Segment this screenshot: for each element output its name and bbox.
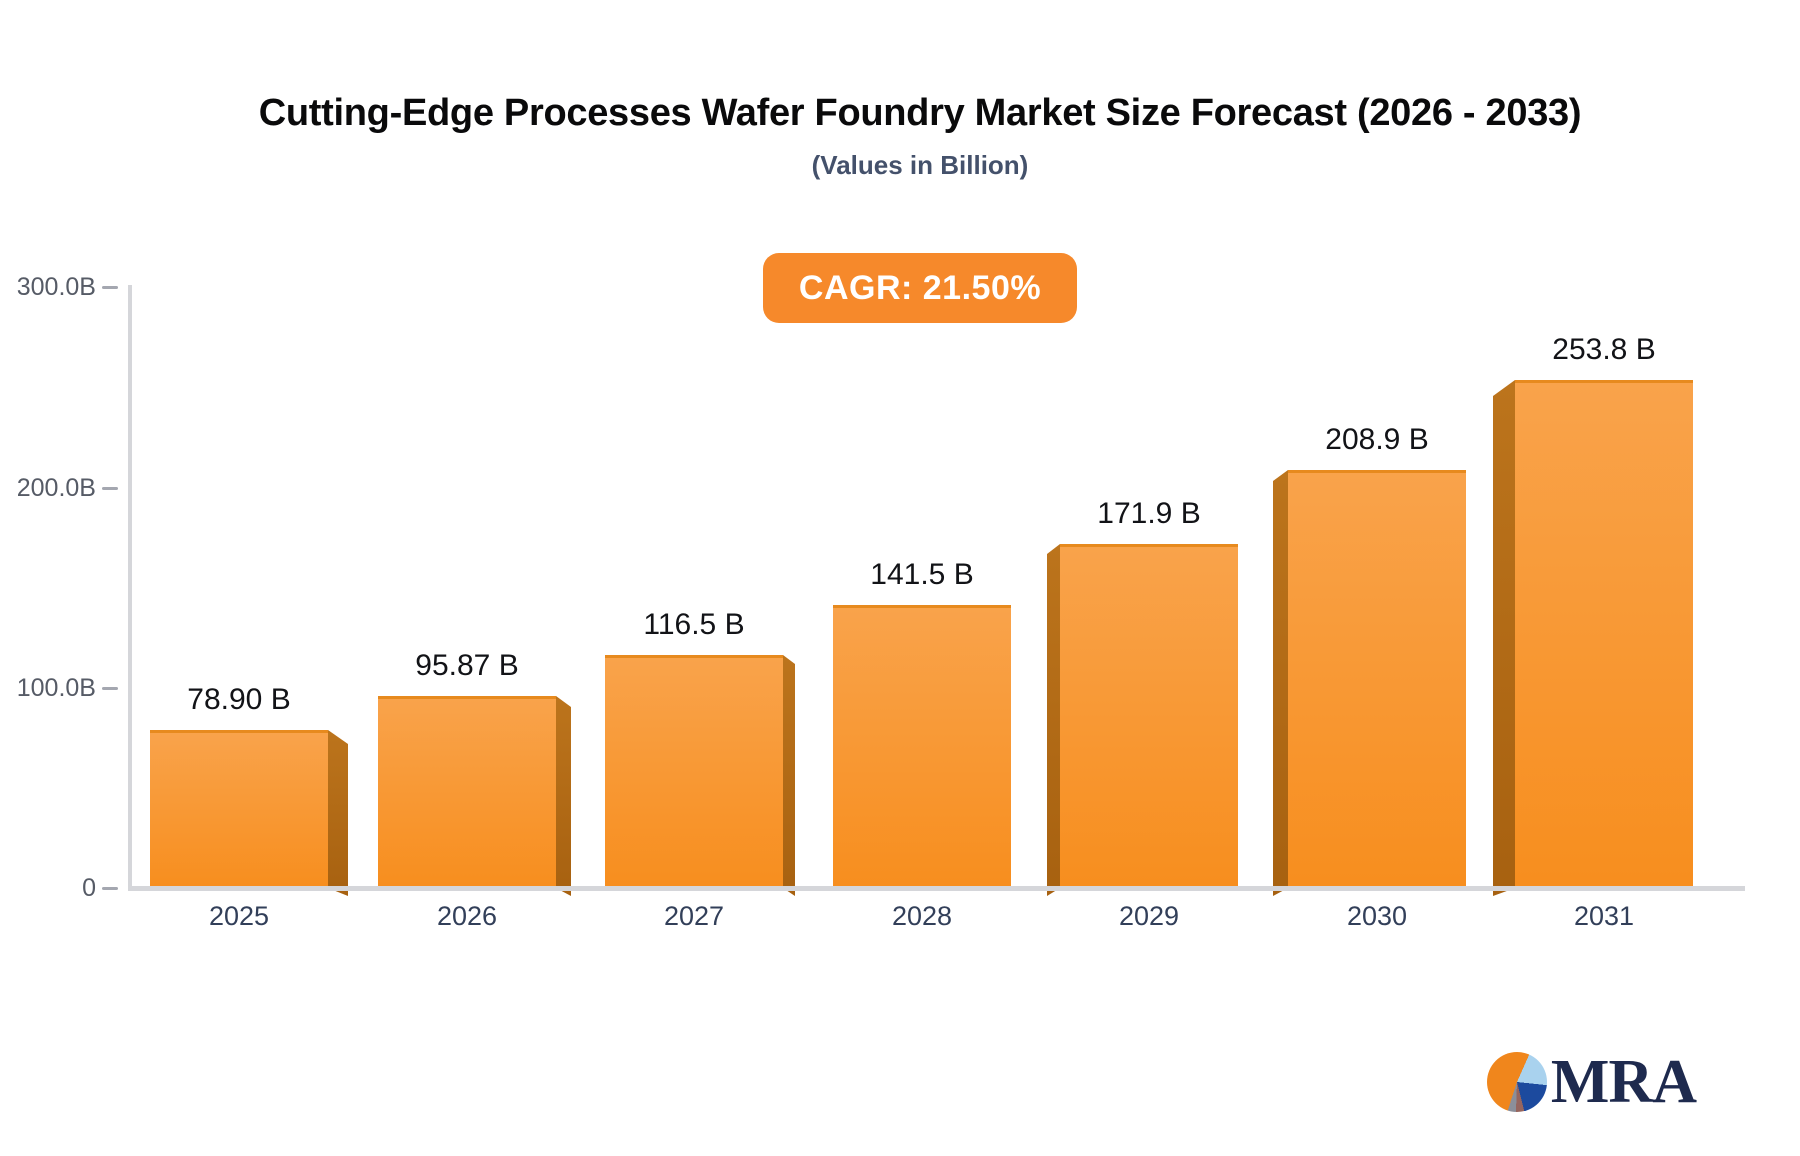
x-tick-label: 2031 <box>1573 901 1635 931</box>
page-title: Cutting-Edge Processes Wafer Foundry Mar… <box>258 92 1582 134</box>
x-tick-label: 2029 <box>1118 901 1180 931</box>
bar-side-face <box>556 696 571 896</box>
y-tick-label: 300.0B <box>16 273 96 301</box>
brand-logo: MRA <box>1486 1048 1697 1116</box>
y-axis-tick <box>102 487 118 490</box>
bar-value-label: 95.87 B <box>415 649 519 682</box>
x-tick-label: 2026 <box>436 901 498 931</box>
page-subtitle: (Values in Billion) <box>811 149 1029 180</box>
x-tick-label: 2028 <box>891 901 953 931</box>
bar-value-label: 116.5 B <box>643 608 745 641</box>
bar-2028 <box>833 605 1011 888</box>
bar-2029 <box>1060 544 1238 888</box>
cagr-badge: CAGR: 21.50% <box>762 253 1078 323</box>
y-axis-tick <box>102 286 118 289</box>
bar-value-label: 78.90 B <box>187 683 291 716</box>
bar-value-label: 253.8 B <box>1552 333 1656 366</box>
bar-2027 <box>605 655 783 888</box>
bar-2025 <box>150 730 328 888</box>
badge-row: CAGR: 21.50% <box>40 253 1800 323</box>
x-tick-label: 2027 <box>663 901 725 931</box>
bar-side-face <box>783 655 795 896</box>
bar-value-label: 141.5 B <box>870 558 974 591</box>
bar-side-face <box>328 730 348 896</box>
bar-2031 <box>1515 380 1693 888</box>
y-tick-label: 0 <box>82 874 96 902</box>
y-axis-line <box>128 285 132 890</box>
y-axis-tick <box>102 687 118 690</box>
bar-value-label: 208.9 B <box>1325 423 1429 456</box>
logo-text: MRA <box>1550 1048 1697 1116</box>
bar-side-face <box>1273 470 1288 896</box>
bar-side-face <box>1047 544 1060 896</box>
chart-header: Cutting-Edge Processes Wafer Foundry Mar… <box>40 92 1800 181</box>
bar-side-face <box>1493 380 1515 896</box>
x-tick-label: 2025 <box>208 901 270 931</box>
y-axis-tick <box>102 887 118 890</box>
x-axis-line <box>128 886 1745 891</box>
bar-2026 <box>378 696 556 888</box>
y-tick-label: 200.0B <box>16 474 96 502</box>
bar-2030 <box>1288 470 1466 888</box>
pie-chart-logo-icon <box>1486 1052 1547 1112</box>
bar-value-label: 171.9 B <box>1097 497 1201 530</box>
y-tick-label: 100.0B <box>16 674 96 702</box>
x-tick-label: 2030 <box>1346 901 1408 931</box>
